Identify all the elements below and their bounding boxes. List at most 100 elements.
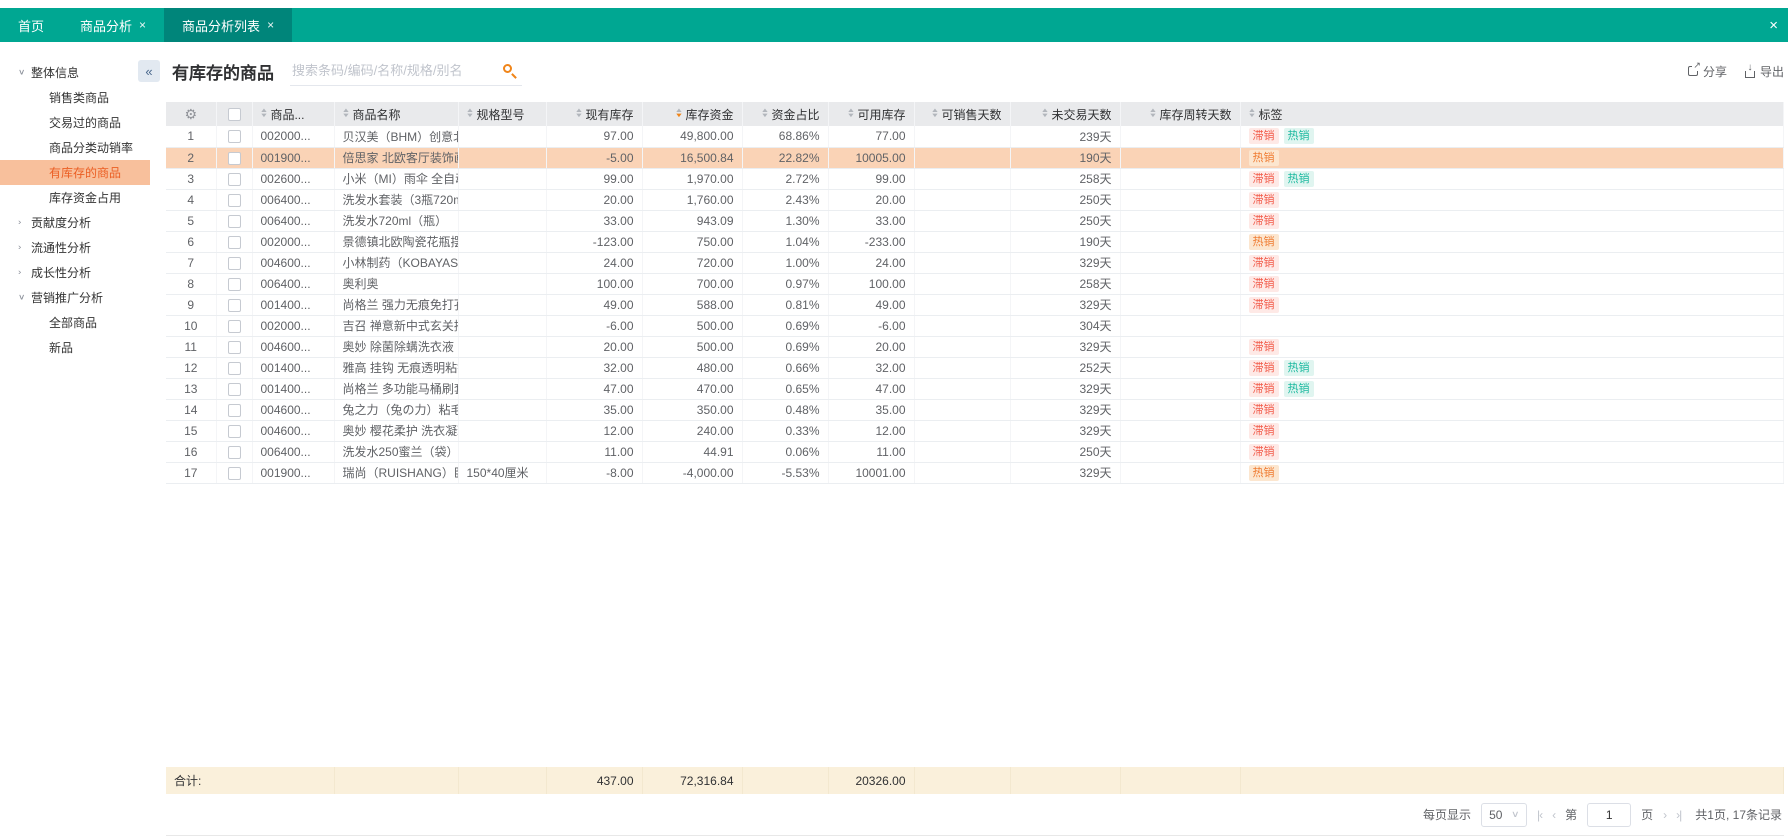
cell-idle-days: 250天 xyxy=(1010,189,1121,211)
sort-icon[interactable]: ▲ ▼ xyxy=(760,108,769,119)
row-checkbox[interactable] xyxy=(227,277,241,291)
tab[interactable]: 商品分析 × xyxy=(62,8,164,42)
column-header-stock[interactable]: ▲ ▼ 现有库存 xyxy=(546,102,643,126)
sidebar-item[interactable]: 有库存的商品 xyxy=(0,160,150,185)
sidebar-group[interactable]: › 成长性分析 xyxy=(0,260,150,285)
last-page-icon[interactable]: ›| xyxy=(1676,807,1682,822)
column-header-sale_days[interactable]: ▲ ▼ 可销售天数 xyxy=(914,102,1011,126)
row-checkbox[interactable] xyxy=(227,445,241,459)
row-checkbox[interactable] xyxy=(227,151,241,165)
table-row[interactable]: 11 004600... 奥妙 除菌除螨洗衣液 20.00 500.00 0.69% 20.… xyxy=(166,336,1784,358)
sort-icon[interactable]: ▲ ▼ xyxy=(674,108,683,119)
row-checkbox[interactable] xyxy=(227,130,241,144)
table-row[interactable]: 17001900...瑞尚（RUISHANG）卧室装150*40厘米-8.00-… xyxy=(166,462,1784,484)
table-row[interactable]: 5 006400... 洗发水720ml（瓶） 33.00 943.09 1.30% 33.… xyxy=(166,210,1784,232)
row-checkbox[interactable] xyxy=(227,319,241,333)
row-checkbox[interactable] xyxy=(227,403,241,417)
row-checkbox[interactable] xyxy=(227,424,241,438)
table-row[interactable]: 2 001900...倍思家 北欧客厅装饰画卧室 -5.0016,500.8422.… xyxy=(166,147,1784,169)
row-checkbox[interactable] xyxy=(227,466,241,480)
table-row[interactable]: 16 006400... 洗发水250蜜兰（袋） 11.00 44.91 0.06% 11.… xyxy=(166,441,1784,463)
sidebar-item[interactable]: 全部商品 xyxy=(0,310,150,335)
column-header-spec[interactable]: ▲ ▼ 规格型号 xyxy=(458,102,547,126)
search-icon[interactable] xyxy=(503,64,512,73)
cell-tags: 热销 xyxy=(1240,147,1784,169)
row-checkbox[interactable] xyxy=(227,382,241,396)
gear-icon[interactable]: ⚙ xyxy=(184,105,198,122)
sort-icon[interactable]: ▲ ▼ xyxy=(1148,108,1157,119)
tab-close-icon[interactable]: × xyxy=(139,18,147,32)
tab-bar: 首页 商品分析 × 商品分析列表 × × xyxy=(0,8,1788,42)
sort-icon[interactable]: ▲ ▼ xyxy=(1247,108,1256,119)
table-row[interactable]: 4006400...洗发水套装（3瓶720ml+1瓶20.001,760.002… xyxy=(166,189,1784,211)
sidebar-item[interactable]: 商品分类动销率 xyxy=(0,135,150,160)
sort-icon[interactable]: ▲ ▼ xyxy=(259,108,268,119)
prev-page-icon[interactable]: ‹ xyxy=(1552,807,1556,822)
row-checkbox[interactable] xyxy=(227,193,241,207)
table-row[interactable]: 7004600...小林制药（KOBAYASHI）日24.00720.001.0… xyxy=(166,252,1784,274)
table-row[interactable]: 14004600...兔之力（兔の力）粘毛器粘35.00350.000.48%3… xyxy=(166,399,1784,421)
row-checkbox[interactable] xyxy=(227,235,241,249)
table-row[interactable]: 8 006400... 奥利奥 100.00 700.00 0.97% 100.00 258天… xyxy=(166,273,1784,295)
row-checkbox[interactable] xyxy=(227,340,241,354)
sort-icon[interactable]: ▲ ▼ xyxy=(846,108,855,119)
sidebar-group[interactable]: › 流通性分析 xyxy=(0,235,150,260)
row-checkbox[interactable] xyxy=(227,361,241,375)
sidebar-item[interactable]: 交易过的商品 xyxy=(0,110,150,135)
page-number-input[interactable] xyxy=(1587,802,1632,827)
sidebar-item[interactable]: 新品 xyxy=(0,335,150,360)
cell-tags: 滞销 xyxy=(1240,420,1784,442)
column-header-check[interactable] xyxy=(216,102,253,126)
column-header-code[interactable]: ▲ ▼ 商品... xyxy=(252,102,335,126)
row-checkbox[interactable] xyxy=(227,214,241,228)
column-header-turn_days[interactable]: ▲ ▼ 库存周转天数 xyxy=(1120,102,1241,126)
sidebar-item[interactable]: 库存资金占用 xyxy=(0,185,150,210)
sidebar-group[interactable]: ∨ 整体信息 xyxy=(0,60,150,85)
search-input[interactable] xyxy=(290,62,497,79)
select-all-checkbox[interactable] xyxy=(227,108,241,122)
row-checkbox[interactable] xyxy=(227,298,241,312)
column-header-name[interactable]: ▲ ▼ 商品名称 xyxy=(334,102,459,126)
sort-icon[interactable]: ▲ ▼ xyxy=(930,108,939,119)
sort-icon[interactable]: ▲ ▼ xyxy=(341,108,350,119)
column-header-gear[interactable]: ⚙ xyxy=(166,102,217,126)
chevron-down-icon: ∨ xyxy=(18,293,26,302)
table-row[interactable]: 6 002000...景德镇北欧陶瓷花瓶摆件 优 -123.00750.001.04… xyxy=(166,231,1784,253)
tab[interactable]: 商品分析列表 × xyxy=(164,8,293,42)
cell-idle-days: 258天 xyxy=(1010,273,1121,295)
column-header-idle_days[interactable]: ▲ ▼ 未交易天数 xyxy=(1010,102,1121,126)
share-button[interactable]: 分享 xyxy=(1687,60,1727,80)
column-header-avail[interactable]: ▲ ▼ 可用库存 xyxy=(828,102,915,126)
column-header-fund[interactable]: ▲ ▼ 库存资金 xyxy=(642,102,743,126)
tab[interactable]: 首页 xyxy=(0,8,62,42)
export-button[interactable]: 导出 xyxy=(1744,62,1784,80)
sort-icon[interactable]: ▲ ▼ xyxy=(465,108,474,119)
window-close-icon[interactable]: × xyxy=(1769,16,1778,34)
sidebar-collapse-button[interactable]: « xyxy=(138,60,160,82)
table-row[interactable]: 1 002000...贝汉美（BHM）创意北欧客 97.0049,800.0068.… xyxy=(166,126,1784,148)
cell-index: 5 xyxy=(166,210,217,232)
cell-name: 洗发水720ml（瓶） xyxy=(334,210,459,232)
sidebar-group[interactable]: › 贡献度分析 xyxy=(0,210,150,235)
sidebar-group[interactable]: ∨ 营销推广分析 xyxy=(0,285,150,310)
cell-index: 13 xyxy=(166,378,217,400)
row-checkbox[interactable] xyxy=(227,256,241,270)
next-page-icon[interactable]: › xyxy=(1663,807,1667,822)
cell-name: 尚格兰 多功能马桶刷套装 卫 xyxy=(334,378,459,400)
column-header-tags[interactable]: ▲ ▼ 标签 xyxy=(1240,102,1784,126)
sort-icon[interactable]: ▲ ▼ xyxy=(574,108,583,119)
cell-fund: 750.00 xyxy=(642,231,743,253)
sidebar-item[interactable]: 销售类商品 xyxy=(0,85,150,110)
row-checkbox[interactable] xyxy=(227,172,241,186)
tab-close-icon[interactable]: × xyxy=(267,18,275,32)
column-header-ratio[interactable]: ▲ ▼ 资金占比 xyxy=(742,102,829,126)
page-size-select[interactable]: 50 ∨ xyxy=(1481,802,1528,827)
sort-icon[interactable]: ▲ ▼ xyxy=(1040,108,1049,119)
first-page-icon[interactable]: |‹ xyxy=(1537,807,1543,822)
